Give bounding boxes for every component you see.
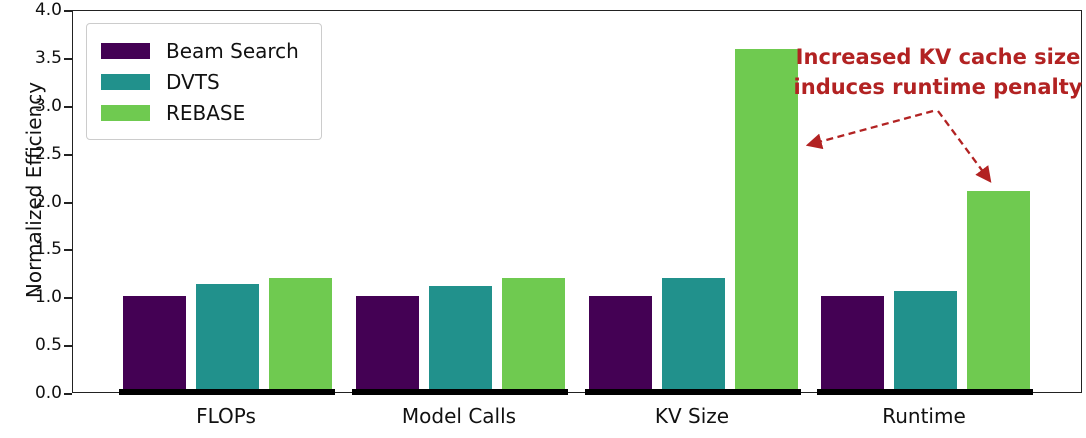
y-tick-2.5	[64, 153, 72, 156]
legend-label-dvts: DVTS	[166, 69, 220, 94]
y-tick-2.0	[64, 201, 72, 204]
bar-runtime-rebase	[966, 190, 1030, 392]
y-tick-label-3.5: 3.5	[34, 47, 62, 68]
bar-runtime-beam-search	[820, 296, 884, 392]
baseline-runtime	[817, 389, 1033, 395]
y-tick-1.5	[64, 249, 72, 252]
plot-area: Beam Search DVTS REBASE	[64, 10, 1082, 395]
y-tick-label-2.5: 2.5	[34, 143, 62, 164]
y-tick-label-1.0: 1.0	[34, 287, 62, 308]
legend-swatch-rebase	[101, 104, 150, 121]
legend-item-beam-search: Beam Search	[101, 35, 299, 66]
y-tick-label-0.0: 0.0	[34, 383, 62, 403]
x-tick-label-kv-size: KV Size	[654, 404, 730, 428]
legend-rows: Beam Search DVTS REBASE	[101, 35, 299, 128]
legend-item-dvts: DVTS	[101, 66, 299, 97]
bar-model-calls-beam-search	[355, 296, 419, 392]
y-tick-3.5	[64, 57, 72, 60]
x-tick-label-model-calls: Model Calls	[401, 404, 517, 428]
bar-model-calls-rebase	[501, 278, 565, 392]
y-tick-0.0	[64, 393, 72, 395]
bar-kv-size-dvts	[661, 278, 725, 392]
y-tick-label-0.5: 0.5	[34, 335, 62, 356]
y-tick-0.5	[64, 345, 72, 348]
y-tick-label-4.0: 4.0	[34, 0, 62, 20]
y-tick-label-1.5: 1.5	[34, 239, 62, 260]
legend-swatch-beam-search	[101, 42, 150, 59]
x-tick-label-flops: FLOPs	[196, 404, 256, 428]
baseline-flops	[119, 389, 335, 395]
baseline-model-calls	[352, 389, 568, 395]
y-tick-label-3.0: 3.0	[34, 95, 62, 116]
legend-swatch-dvts	[101, 73, 150, 90]
bar-flops-dvts	[195, 283, 259, 392]
annotation-line-1: Increased KV cache size	[795, 45, 1081, 69]
y-tick-label-2.0: 2.0	[34, 191, 62, 212]
annotation-line-2: induces runtime penalty	[793, 75, 1083, 99]
y-tick-4.0	[64, 10, 72, 12]
legend-label-beam-search: Beam Search	[166, 38, 299, 63]
x-tick-label-runtime: Runtime	[882, 404, 966, 428]
bar-model-calls-dvts	[428, 285, 492, 392]
bar-flops-beam-search	[122, 296, 186, 392]
annotation-callout: Increased KV cache size induces runtime …	[794, 42, 1083, 102]
legend-item-rebase: REBASE	[101, 97, 299, 128]
y-tick-3.0	[64, 105, 72, 108]
bar-flops-rebase	[268, 278, 332, 392]
legend-label-rebase: REBASE	[166, 100, 246, 125]
y-tick-1.0	[64, 297, 72, 300]
bar-kv-size-beam-search	[588, 296, 652, 392]
legend: Beam Search DVTS REBASE	[86, 23, 322, 140]
baseline-kv-size	[585, 389, 801, 395]
bar-kv-size-rebase	[734, 49, 798, 392]
bar-runtime-dvts	[893, 290, 957, 392]
